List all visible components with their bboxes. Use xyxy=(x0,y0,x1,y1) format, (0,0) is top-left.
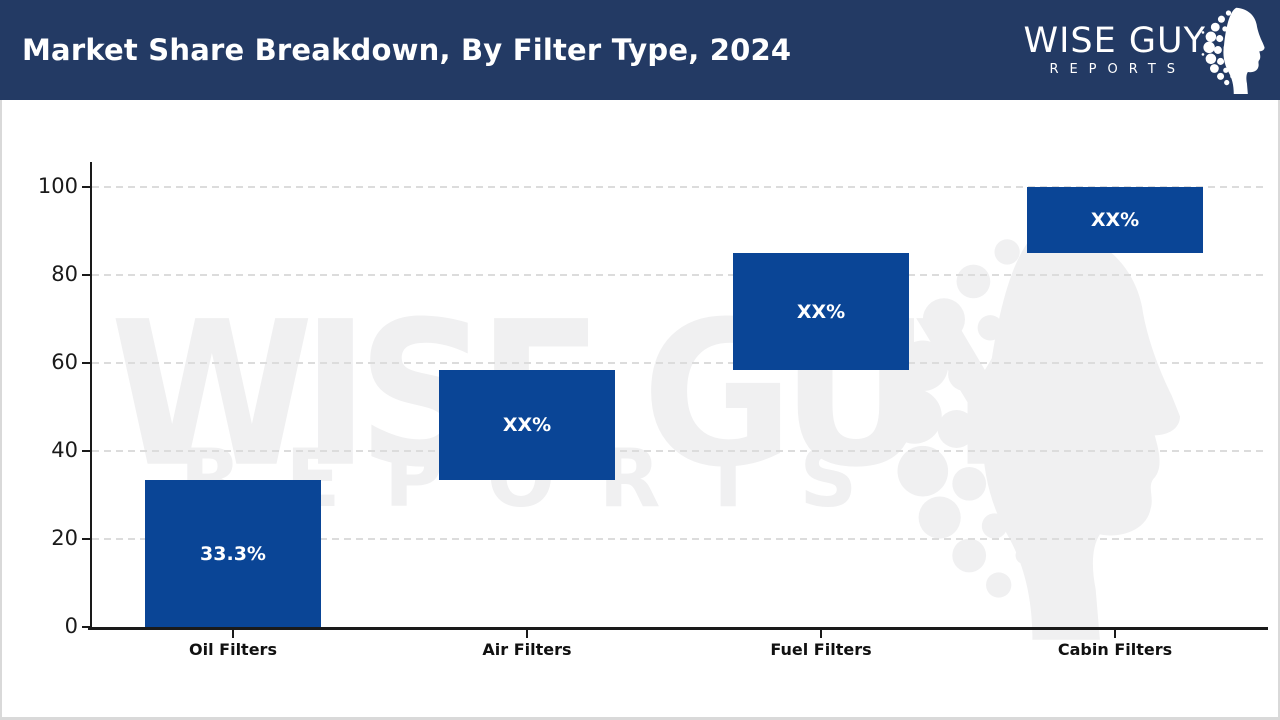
y-tick-label: 40 xyxy=(51,438,78,462)
gridline-y-80 xyxy=(92,274,1266,276)
gridline-y-40 xyxy=(92,450,1266,452)
x-tick-mark xyxy=(232,630,234,638)
bar-value-label: XX% xyxy=(796,300,846,323)
page-title: Market Share Breakdown, By Filter Type, … xyxy=(22,33,792,67)
y-tick-label: 100 xyxy=(37,174,78,198)
y-tick-label: 0 xyxy=(64,614,78,638)
y-tick-mark xyxy=(82,186,90,188)
x-axis-line xyxy=(88,627,1268,630)
header-bar: Market Share Breakdown, By Filter Type, … xyxy=(0,0,1280,100)
y-tick-label: 80 xyxy=(51,262,78,286)
y-tick-mark xyxy=(82,274,90,276)
bar-oil-filters: 33.3% xyxy=(145,480,321,627)
x-tick-mark xyxy=(820,630,822,638)
wiseguy-logo-text: WISE GUY REPORTS xyxy=(1023,23,1206,77)
y-tick-label: 20 xyxy=(51,526,78,550)
x-category-label: Cabin Filters xyxy=(1057,640,1173,659)
wiseguy-logo: WISE GUY REPORTS xyxy=(1023,6,1272,94)
bar-value-label: XX% xyxy=(502,414,552,437)
x-category-label: Fuel Filters xyxy=(770,640,872,659)
watermark-head-icon xyxy=(886,226,1180,640)
bar-cabin-filters: XX% xyxy=(1027,187,1203,254)
x-tick-mark xyxy=(1114,630,1116,638)
wiseguy-head-icon xyxy=(1201,7,1265,94)
x-tick-mark xyxy=(526,630,528,638)
plot-area: 0 20 40 60 80 100 33.3% Oil Filters XX% Air Filte… xyxy=(2,100,1278,717)
gridline-y-20 xyxy=(92,538,1266,540)
y-tick-mark xyxy=(82,450,90,452)
bar-value-label: XX% xyxy=(1090,209,1140,232)
bar-fuel-filters: XX% xyxy=(733,253,909,370)
bar-air-filters: XX% xyxy=(439,369,615,481)
logo-brand-subtitle: REPORTS xyxy=(1049,61,1187,77)
y-tick-mark xyxy=(82,362,90,364)
logo-brand-name: WISE GUY xyxy=(1023,21,1206,62)
bar-value-label: 33.3% xyxy=(200,542,266,565)
y-tick-mark xyxy=(82,626,90,628)
x-category-label: Oil Filters xyxy=(189,640,277,659)
y-axis-line xyxy=(90,162,92,629)
y-tick-mark xyxy=(82,538,90,540)
gridline-y-100 xyxy=(92,186,1266,188)
gridline-y-60 xyxy=(92,362,1266,364)
x-category-label: Air Filters xyxy=(482,640,572,659)
y-tick-label: 60 xyxy=(51,350,78,374)
